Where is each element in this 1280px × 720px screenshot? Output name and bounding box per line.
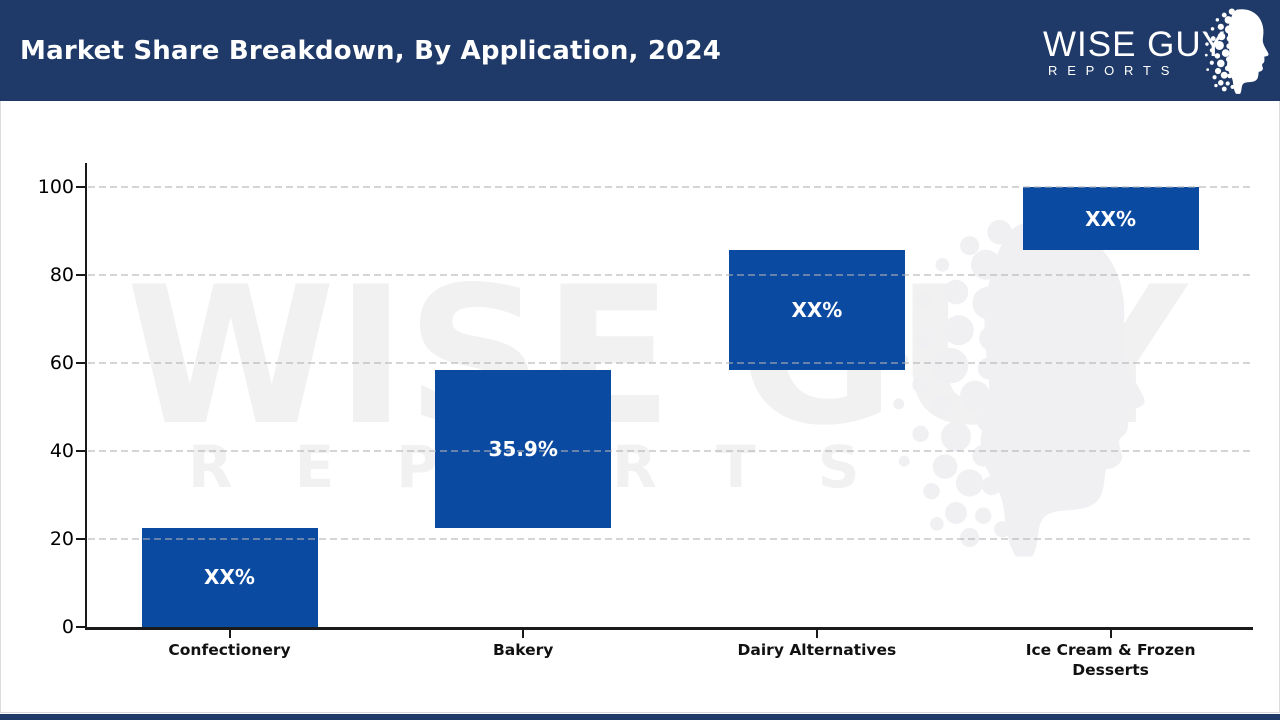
x-axis-label: Ice Cream & Frozen Desserts bbox=[1025, 641, 1196, 680]
x-tick-mark bbox=[815, 630, 818, 638]
y-tick-label-20: 20 bbox=[49, 528, 74, 550]
y-tick-mark-0 bbox=[76, 626, 85, 628]
y-tick-mark-100 bbox=[76, 186, 85, 188]
x-tick-mark bbox=[228, 630, 231, 638]
x-axis-line bbox=[85, 627, 1253, 630]
brand-logo: WISE GUY REPORTS bbox=[1035, 0, 1280, 101]
gridline-40 bbox=[88, 450, 1253, 452]
gridline-60 bbox=[88, 362, 1253, 364]
gridline-100 bbox=[88, 186, 1253, 188]
y-tick-mark-80 bbox=[76, 274, 85, 276]
y-tick-label-0: 0 bbox=[61, 616, 74, 638]
bar-segment bbox=[435, 369, 612, 528]
bar-value-label: XX% bbox=[1085, 206, 1137, 231]
x-axis-label: Bakery bbox=[492, 641, 554, 659]
left-border bbox=[0, 101, 1, 713]
brand-head-icon bbox=[1204, 8, 1269, 94]
y-tick-mark-60 bbox=[76, 362, 85, 364]
y-axis-line bbox=[85, 163, 87, 630]
footer-bar bbox=[0, 714, 1280, 720]
bar-value-label: XX% bbox=[791, 297, 843, 322]
y-tick-label-80: 80 bbox=[49, 264, 74, 286]
y-tick-label-60: 60 bbox=[49, 352, 74, 374]
brand-subname: REPORTS bbox=[1048, 63, 1180, 78]
bar-value-label: 35.9% bbox=[488, 436, 558, 461]
footer-divider bbox=[0, 712, 1280, 713]
y-tick-label-100: 100 bbox=[37, 176, 74, 198]
bar-segment bbox=[141, 527, 318, 627]
y-tick-mark-40 bbox=[76, 450, 85, 452]
y-tick-label-40: 40 bbox=[49, 440, 74, 462]
header-bar: Market Share Breakdown, By Application, … bbox=[0, 0, 1280, 101]
bar-value-label: XX% bbox=[204, 565, 255, 590]
y-tick-mark-20 bbox=[76, 538, 85, 540]
x-tick-mark bbox=[1109, 630, 1112, 638]
x-axis-label: Dairy Alternatives bbox=[737, 641, 897, 659]
page-title: Market Share Breakdown, By Application, … bbox=[20, 35, 722, 66]
x-tick-mark bbox=[522, 630, 525, 638]
brand-name: WISE GUY bbox=[1043, 25, 1227, 64]
bar-segment bbox=[728, 250, 905, 370]
x-axis-label: Confectionery bbox=[168, 641, 291, 659]
gridline-80 bbox=[88, 274, 1253, 276]
gridline-20 bbox=[88, 538, 1253, 540]
